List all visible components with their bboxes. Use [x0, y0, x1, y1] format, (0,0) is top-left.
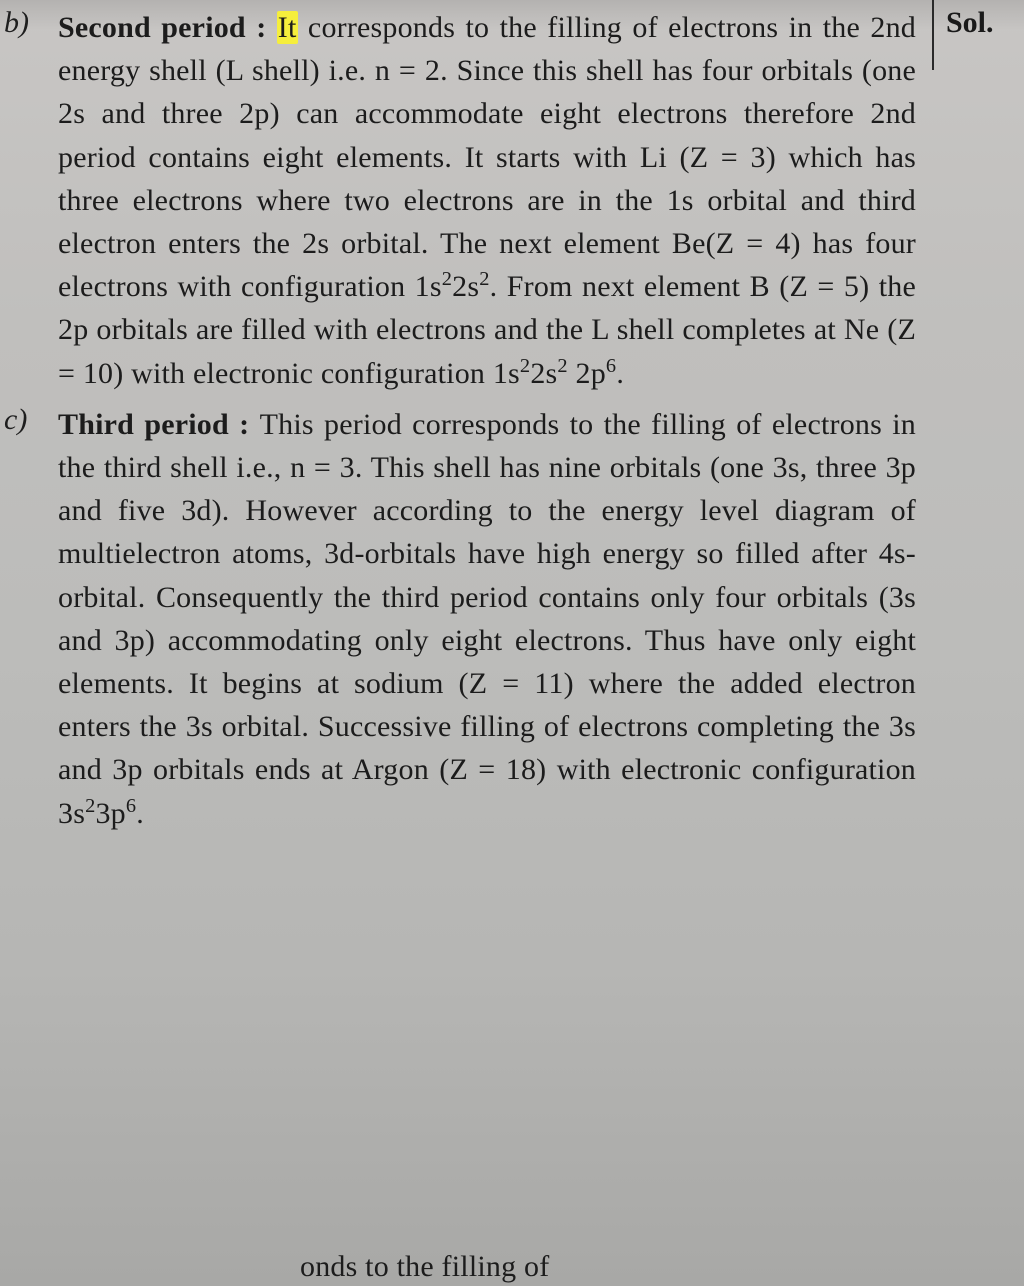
list-marker-b: b) [4, 6, 29, 40]
main-column: b) Second period : It corresponds to the… [0, 0, 930, 1286]
entry-c: c) Third period : This period correspond… [0, 403, 930, 835]
list-marker-c: c) [4, 403, 27, 437]
text-b-1: corresponds to the filling of electrons … [58, 11, 916, 303]
sup-b-2: 2 [479, 268, 489, 290]
text-c-1: This period corresponds to the filling o… [58, 408, 916, 830]
text-c-tail: . [136, 797, 144, 830]
text-c-mid1: 3p [95, 797, 125, 830]
paragraph-c: Third period : This period corresponds t… [58, 403, 916, 835]
sup-c-1: 2 [85, 795, 95, 817]
sup-c-2: 6 [126, 795, 136, 817]
sup-b-4: 2 [557, 355, 567, 377]
text-b-mid3: 2s [530, 357, 557, 390]
text-b-tail: . [616, 357, 624, 390]
sup-b-1: 2 [442, 268, 452, 290]
highlight-b: It [277, 11, 298, 44]
lead-c: Third period : [58, 408, 260, 441]
lead-b: Second period : [58, 11, 277, 44]
sup-b-3: 2 [520, 355, 530, 377]
sup-b-5: 6 [606, 355, 616, 377]
paragraph-b: Second period : It corresponds to the fi… [58, 6, 916, 395]
sol-label: Sol. [946, 6, 1024, 40]
textbook-page: in the b) Second period : It corresponds… [0, 0, 1024, 1286]
bottom-cut-text: onds to the filling of [300, 1250, 549, 1284]
right-column: Sol. [946, 6, 1024, 40]
text-b-mid1: 2s [452, 270, 479, 303]
text-b-mid4: 2p [568, 357, 606, 390]
column-divider [932, 0, 934, 70]
entry-b: b) Second period : It corresponds to the… [0, 6, 930, 395]
